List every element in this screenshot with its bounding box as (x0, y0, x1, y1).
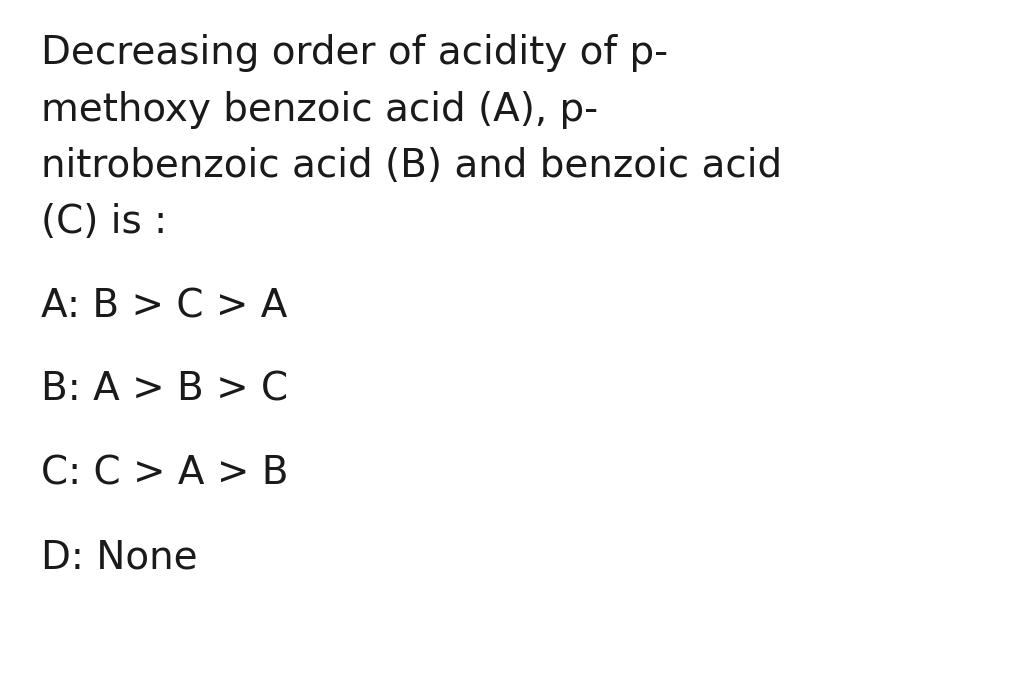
Text: C: C > A > B: C: C > A > B (41, 455, 289, 493)
Text: methoxy benzoic acid (A), p-: methoxy benzoic acid (A), p- (41, 91, 598, 128)
Text: A: B > C > A: A: B > C > A (41, 287, 288, 325)
Text: B: A > B > C: B: A > B > C (41, 371, 288, 409)
Text: nitrobenzoic acid (B) and benzoic acid: nitrobenzoic acid (B) and benzoic acid (41, 147, 782, 185)
Text: Decreasing order of acidity of p-: Decreasing order of acidity of p- (41, 34, 668, 72)
Text: D: None: D: None (41, 539, 198, 576)
Text: (C) is :: (C) is : (41, 203, 167, 241)
